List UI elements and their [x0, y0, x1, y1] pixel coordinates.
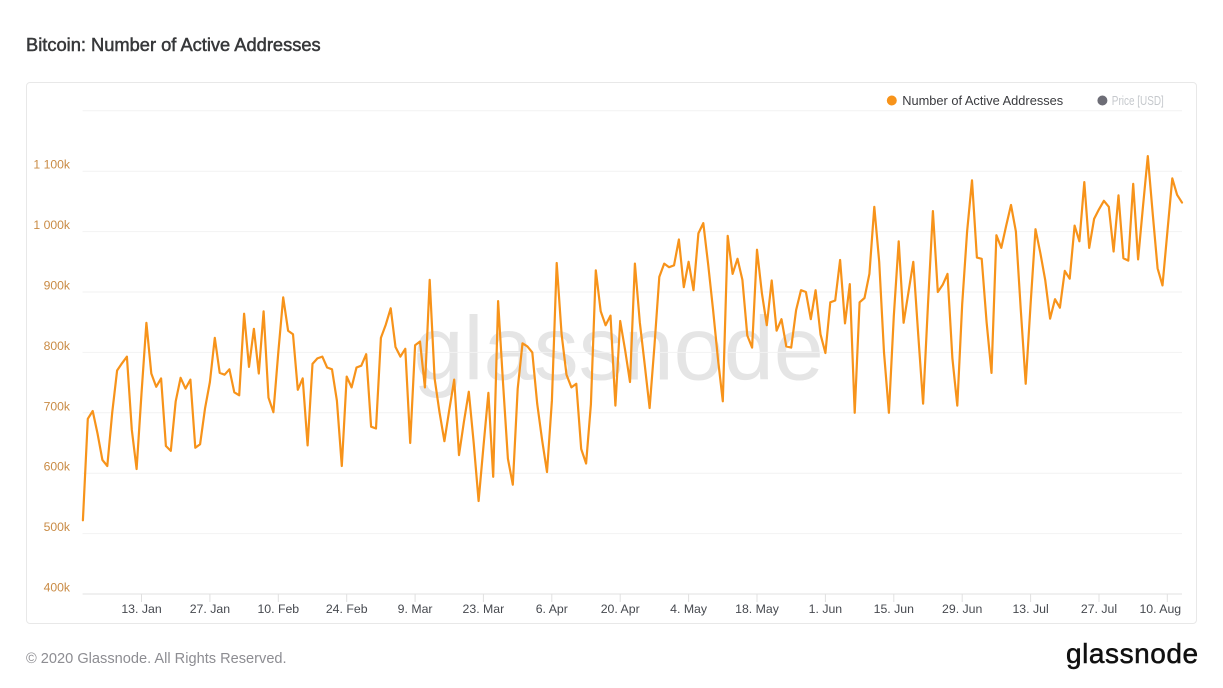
svg-text:700k: 700k: [44, 399, 71, 413]
svg-text:15. Jun: 15. Jun: [874, 602, 914, 616]
svg-text:23. Mar: 23. Mar: [463, 602, 505, 616]
svg-text:27. Jul: 27. Jul: [1081, 602, 1117, 616]
svg-text:6. Apr: 6. Apr: [536, 602, 568, 616]
svg-text:800k: 800k: [44, 339, 71, 353]
svg-text:4. May: 4. May: [670, 602, 708, 616]
svg-text:20. Apr: 20. Apr: [601, 602, 640, 616]
svg-text:600k: 600k: [44, 460, 71, 474]
svg-text:24. Feb: 24. Feb: [326, 602, 368, 616]
svg-text:29. Jun: 29. Jun: [942, 602, 982, 616]
svg-text:18. May: 18. May: [735, 602, 780, 616]
svg-text:Price [USD]: Price [USD]: [1112, 93, 1164, 108]
svg-text:13. Jan: 13. Jan: [121, 602, 161, 616]
svg-text:400k: 400k: [44, 581, 71, 595]
svg-text:1 100k: 1 100k: [33, 158, 70, 172]
svg-text:13. Jul: 13. Jul: [1012, 602, 1048, 616]
svg-text:27. Jan: 27. Jan: [190, 602, 230, 616]
svg-text:900k: 900k: [44, 279, 71, 293]
svg-text:10. Feb: 10. Feb: [257, 602, 299, 616]
svg-text:Number of Active Addresses: Number of Active Addresses: [902, 93, 1063, 108]
svg-text:1 000k: 1 000k: [33, 218, 70, 232]
svg-text:1. Jun: 1. Jun: [809, 602, 843, 616]
svg-text:9. Mar: 9. Mar: [398, 602, 433, 616]
svg-text:500k: 500k: [44, 520, 71, 534]
svg-text:10. Aug: 10. Aug: [1139, 602, 1181, 616]
